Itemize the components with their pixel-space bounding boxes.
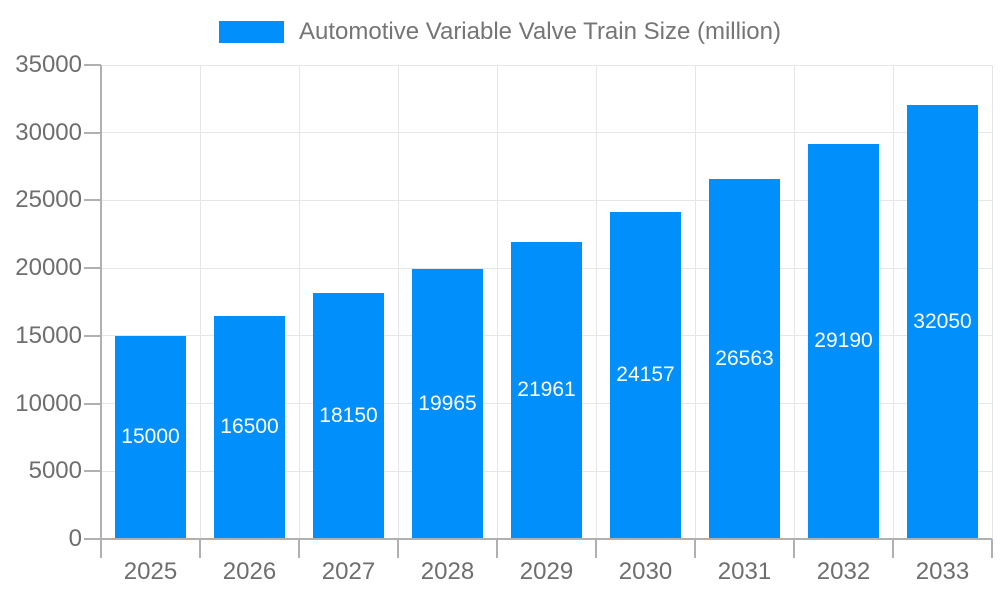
v-gridline <box>397 65 399 539</box>
bar-value-label: 18150 <box>319 404 378 428</box>
x-axis-line <box>101 538 992 540</box>
bar-value-label: 24157 <box>616 363 675 387</box>
y-axis-tick <box>84 538 101 540</box>
y-axis-label: 30000 <box>15 118 82 146</box>
x-axis-label: 2030 <box>618 558 673 585</box>
y-axis-label: 20000 <box>15 254 82 282</box>
x-axis-label: 2029 <box>519 558 574 585</box>
y-axis-label: 10000 <box>15 389 82 417</box>
x-axis-label: 2032 <box>816 558 871 585</box>
y-axis-label: 15000 <box>15 321 82 349</box>
bar-value-label: 29190 <box>814 329 873 353</box>
x-axis-tick <box>595 539 597 558</box>
bar-value-label: 21961 <box>517 378 576 402</box>
x-axis-tick <box>991 539 993 558</box>
v-gridline <box>496 65 498 539</box>
v-gridline <box>199 65 201 539</box>
x-axis-label: 2025 <box>123 558 178 585</box>
legend-label: Automotive Variable Valve Train Size (mi… <box>299 18 781 45</box>
x-axis-tick <box>892 539 894 558</box>
bar-value-label: 32050 <box>913 309 972 333</box>
x-axis-tick <box>397 539 399 558</box>
bar <box>610 211 681 539</box>
bar <box>808 143 879 539</box>
x-axis-tick <box>298 539 300 558</box>
x-axis-label: 2027 <box>321 558 376 585</box>
bar-value-label: 15000 <box>121 425 180 449</box>
y-axis-label: 25000 <box>15 186 82 214</box>
x-axis-tick <box>793 539 795 558</box>
h-gridline <box>101 132 992 134</box>
y-axis-tick <box>84 64 101 66</box>
y-axis-tick <box>84 267 101 270</box>
x-axis-label: 2031 <box>717 558 772 585</box>
y-axis-tick <box>84 402 101 405</box>
bar-value-label: 26563 <box>715 347 774 371</box>
bar <box>313 293 384 539</box>
y-axis-tick <box>84 470 101 473</box>
y-axis-label: 5000 <box>28 457 82 485</box>
bar-value-label: 19965 <box>418 391 477 415</box>
v-gridline <box>595 65 597 539</box>
v-gridline <box>694 65 696 539</box>
v-gridline <box>793 65 795 539</box>
x-axis-label: 2033 <box>915 558 970 585</box>
x-axis-label: 2026 <box>222 558 277 585</box>
legend-swatch <box>219 21 285 43</box>
y-axis-label: 35000 <box>15 51 82 78</box>
chart-legend: Automotive Variable Valve Train Size (mi… <box>0 18 1000 45</box>
bar <box>709 179 780 539</box>
h-gridline <box>101 199 992 201</box>
bar <box>907 104 978 539</box>
v-gridline <box>298 65 300 539</box>
bar <box>412 268 483 539</box>
h-gridline <box>101 64 992 66</box>
x-axis-tick <box>496 539 498 558</box>
x-axis-label: 2028 <box>420 558 475 585</box>
y-axis-line <box>100 65 102 558</box>
y-axis-tick <box>84 199 101 202</box>
y-axis-tick <box>84 334 101 337</box>
bar <box>115 335 186 539</box>
v-gridline <box>991 65 993 539</box>
y-axis-label: 0 <box>68 525 82 552</box>
y-axis-tick <box>84 131 101 134</box>
bar <box>511 241 582 539</box>
bar <box>214 315 285 539</box>
v-gridline <box>892 65 894 539</box>
x-axis-tick <box>694 539 696 558</box>
bar-value-label: 16500 <box>220 415 279 439</box>
x-axis-tick <box>199 539 201 558</box>
